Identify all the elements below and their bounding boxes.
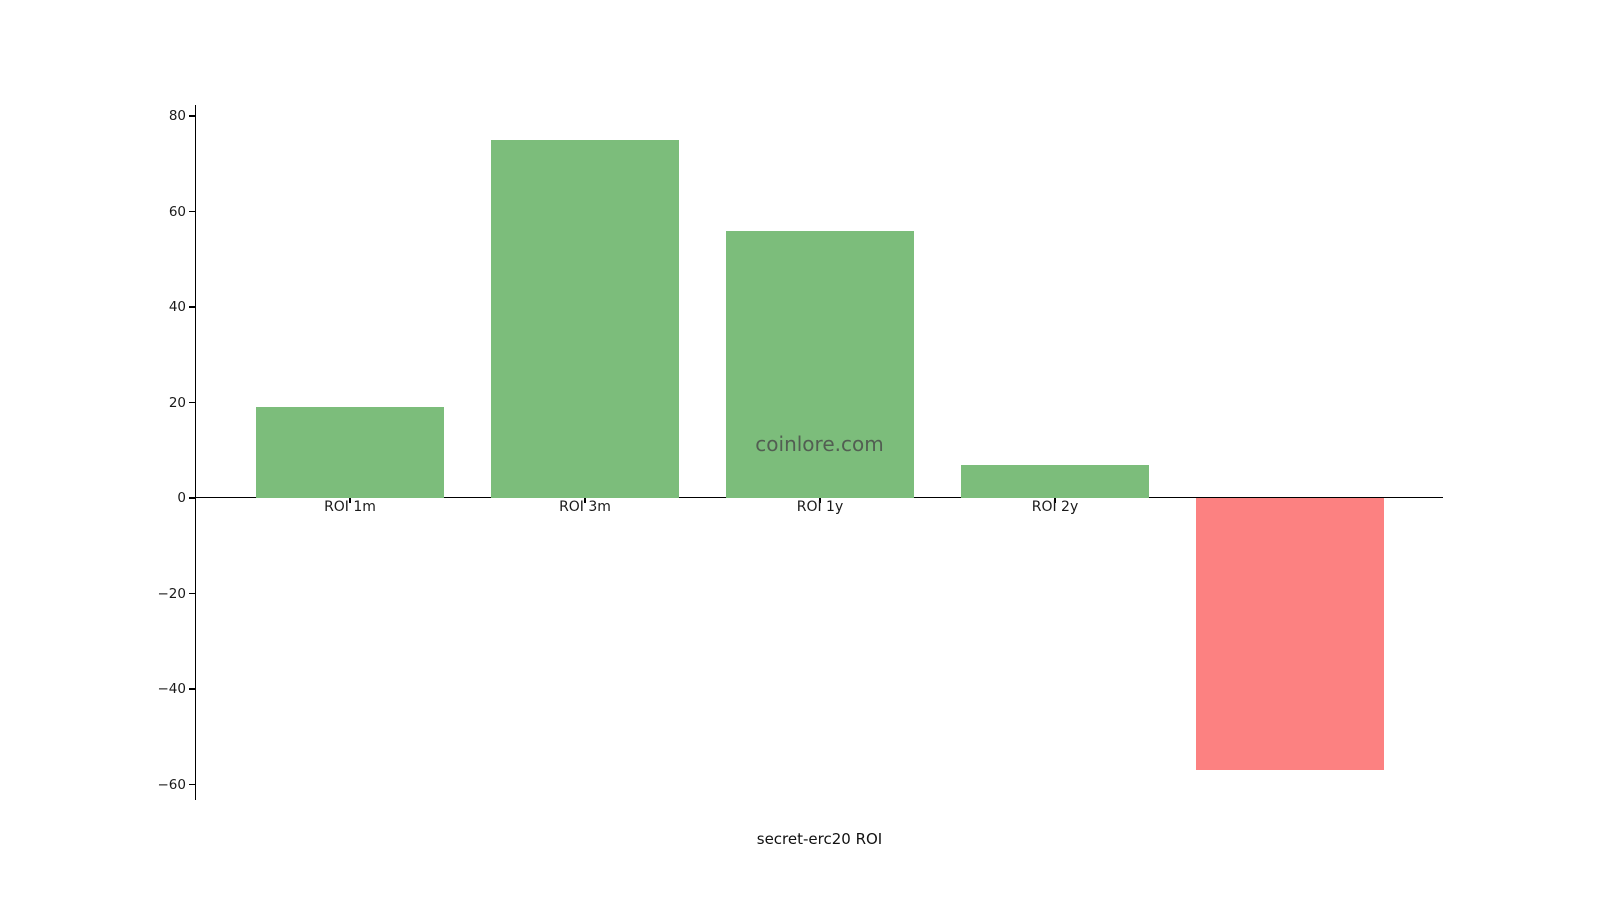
y-tick-label: 80 bbox=[168, 108, 186, 124]
x-tick-mark bbox=[819, 498, 821, 503]
y-tick-label: −60 bbox=[157, 776, 187, 793]
x-tick-label: ROI 2y bbox=[1031, 499, 1079, 515]
y-tick-mark bbox=[188, 592, 195, 595]
x-tick-mark bbox=[349, 498, 351, 503]
bar-unlabeled-4 bbox=[1196, 498, 1384, 771]
y-tick-label: −40 bbox=[157, 681, 187, 697]
y-tick-label: 20 bbox=[168, 394, 186, 411]
x-tick-mark bbox=[584, 498, 586, 503]
y-tick-mark bbox=[188, 783, 195, 786]
bar-roi-1m bbox=[256, 407, 444, 498]
bar-roi-3m bbox=[491, 139, 679, 498]
y-axis-line bbox=[194, 105, 196, 800]
x-tick-label: ROI 1y bbox=[796, 499, 844, 515]
y-tick-mark bbox=[188, 115, 195, 117]
x-tick-label: ROI 1m bbox=[324, 499, 376, 515]
y-tick-mark bbox=[188, 497, 195, 499]
coinlore-watermark: coinlore.com bbox=[755, 432, 884, 456]
y-tick-mark bbox=[188, 306, 195, 308]
x-tick-label: ROI 3m bbox=[559, 499, 611, 515]
y-tick-label: −20 bbox=[157, 585, 187, 602]
y-tick-mark bbox=[188, 401, 195, 404]
y-tick-label: 60 bbox=[168, 203, 186, 220]
y-tick-mark bbox=[188, 210, 195, 213]
y-tick-label: 40 bbox=[168, 299, 186, 315]
y-tick-label: 0 bbox=[177, 490, 186, 506]
bar-roi-2y bbox=[961, 464, 1149, 498]
y-tick-mark bbox=[188, 688, 195, 690]
x-tick-mark bbox=[1054, 498, 1056, 503]
chart-xlabel: secret-erc20 ROI bbox=[756, 830, 883, 848]
bar-roi-1y bbox=[726, 230, 914, 498]
